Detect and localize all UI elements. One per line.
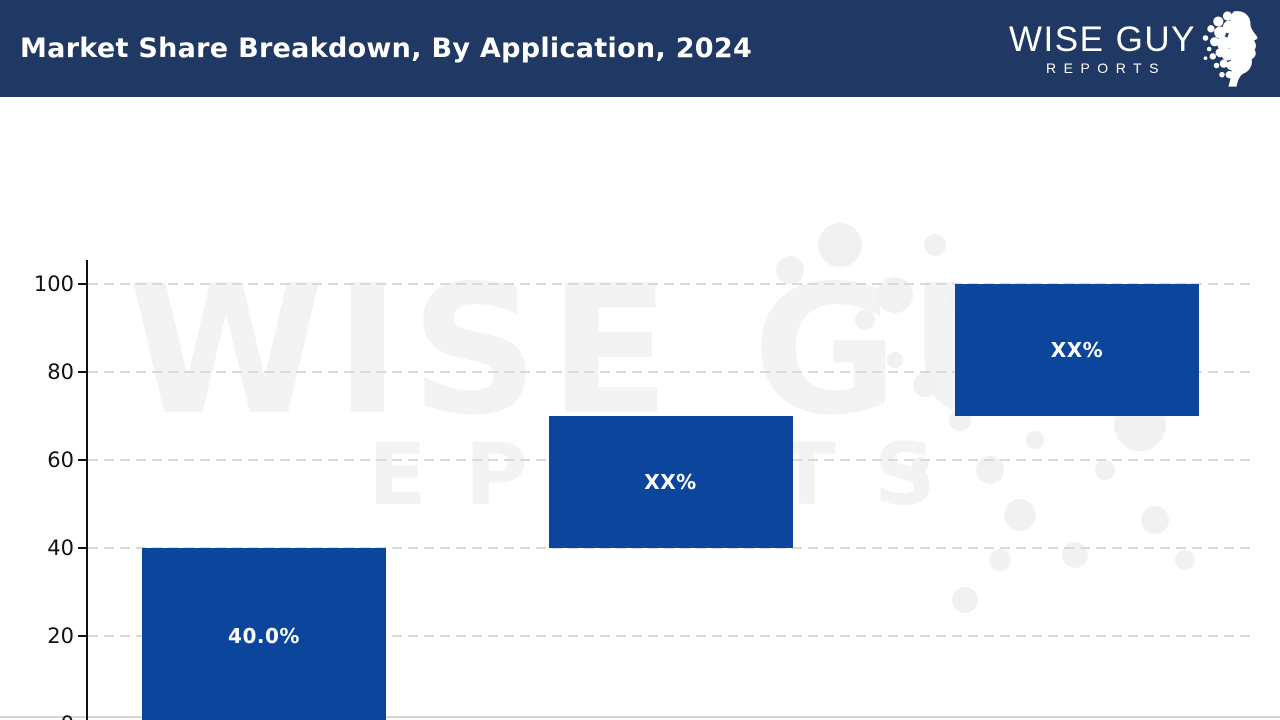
y-axis-tick-label: 100 xyxy=(33,272,74,296)
bottom-divider xyxy=(0,716,1280,718)
page-title: Market Share Breakdown, By Application, … xyxy=(20,33,753,64)
y-axis-tick-label: 20 xyxy=(47,624,74,648)
y-axis-tick-label: 80 xyxy=(47,360,74,384)
y-axis-tick-label: 0 xyxy=(0,711,74,720)
wiseguy-logo: WISE GUY REPORTS xyxy=(1009,8,1266,90)
gridline xyxy=(88,283,1256,285)
gridline xyxy=(88,635,1256,637)
y-axis-tick xyxy=(78,283,86,285)
wiseguy-head-icon xyxy=(1202,10,1258,87)
y-axis-tick xyxy=(78,635,86,637)
bar-value-label: XX% xyxy=(644,470,697,494)
plot-area: 02040608010040.0%Glaucoma TreatmentXX%Dr… xyxy=(0,97,1280,720)
bar-segment: XX% xyxy=(955,284,1199,416)
y-axis-tick-label: 60 xyxy=(47,448,74,472)
bar-value-label: 40.0% xyxy=(228,624,300,648)
y-axis-tick xyxy=(78,459,86,461)
y-axis-tick xyxy=(78,371,86,373)
y-axis-tick-label: 40 xyxy=(47,536,74,560)
y-axis-tick xyxy=(78,547,86,549)
header-band: Market Share Breakdown, By Application, … xyxy=(0,0,1280,97)
logo-brand-subtitle: REPORTS xyxy=(1046,60,1166,76)
bar-segment: 40.0% xyxy=(142,548,386,720)
bar-segment: XX% xyxy=(548,416,793,548)
bar-value-label: XX% xyxy=(1050,338,1104,362)
wiseguy-logo-text: WISE GUY REPORTS xyxy=(1009,22,1196,75)
y-axis-line xyxy=(86,260,88,720)
gridline xyxy=(88,371,1256,373)
gridline xyxy=(88,547,1256,549)
logo-brand-name: WISE GUY xyxy=(1008,20,1196,59)
